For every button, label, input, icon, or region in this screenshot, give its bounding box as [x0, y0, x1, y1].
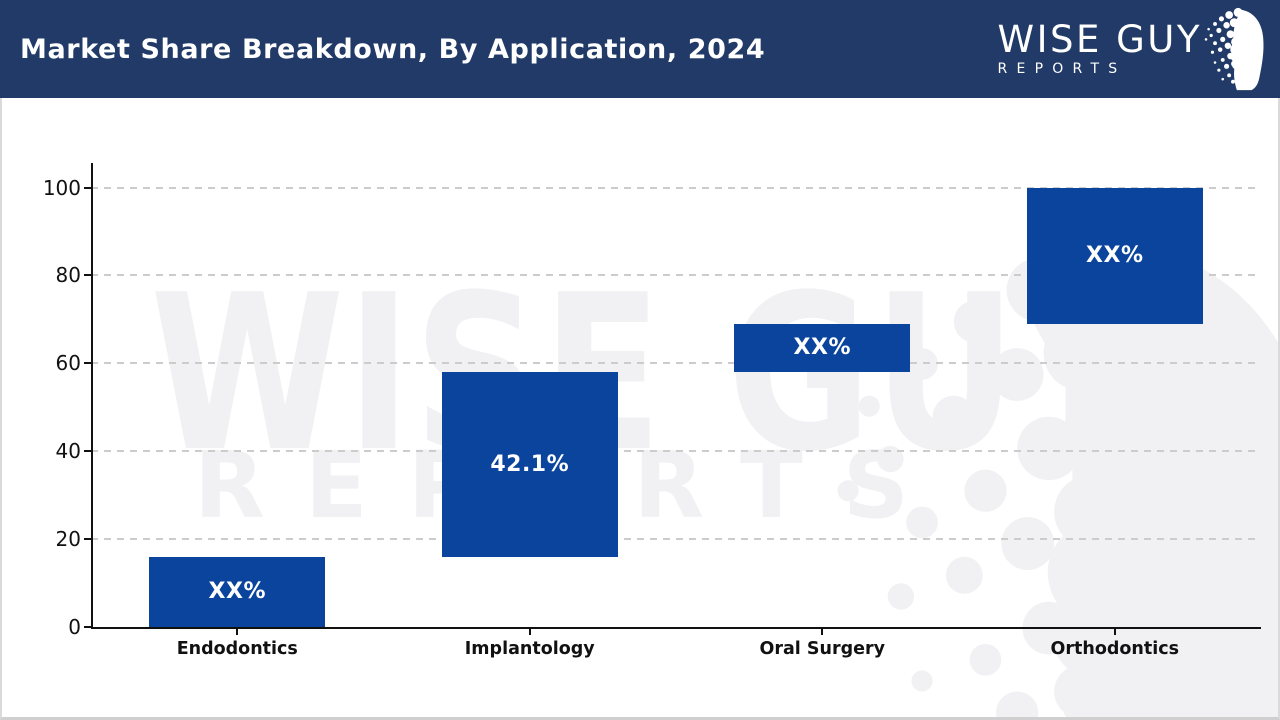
chart-canvas: WISE GUY REPORTS 020406080100XX%Endodont…: [0, 98, 1280, 720]
brand-logo: WISE GUY REPORTS: [998, 4, 1270, 94]
y-tick-label-20: 20: [55, 527, 81, 552]
x-tick-0: [236, 629, 239, 635]
y-tick-label-80: 80: [55, 263, 81, 288]
y-tick-label-100: 100: [42, 175, 81, 200]
y-tick-80: [84, 274, 91, 277]
bar-oral-surgery: XX%: [734, 323, 911, 372]
x-tick-label-1: Implantology: [464, 639, 595, 659]
gridline-20: [91, 538, 1261, 541]
y-tick-label-40: 40: [55, 439, 81, 464]
x-tick-1: [528, 629, 531, 635]
x-tick-label-2: Oral Surgery: [759, 639, 886, 659]
y-tick-20: [84, 538, 91, 541]
bar-orthodontics: XX%: [1026, 187, 1203, 324]
bar-value-label: XX%: [1086, 243, 1144, 269]
bar-value-label: XX%: [793, 335, 851, 361]
y-tick-label-60: 60: [55, 351, 81, 376]
bar-value-label: 42.1%: [490, 451, 570, 477]
x-tick-label-0: Endodontics: [176, 639, 298, 659]
bar-endodontics: XX%: [149, 556, 326, 627]
x-tick-2: [821, 629, 824, 635]
brand-logo-text: WISE GUY REPORTS: [997, 18, 1202, 77]
gridline-60: [91, 362, 1261, 365]
logo-face-icon: [1204, 7, 1264, 91]
logo-tagline: REPORTS: [997, 60, 1127, 77]
page-title: Market Share Breakdown, By Application, …: [20, 33, 766, 65]
bar-implantology: 42.1%: [441, 371, 618, 557]
bar-value-label: XX%: [208, 579, 266, 605]
y-tick-0: [84, 626, 91, 628]
x-tick-label-3: Orthodontics: [1050, 639, 1179, 659]
y-tick-40: [84, 450, 91, 453]
y-tick-100: [84, 186, 91, 189]
y-tick-60: [84, 362, 91, 365]
gridline-40: [91, 450, 1261, 453]
x-axis-spine: [91, 627, 1261, 629]
y-tick-label-0: 0: [68, 615, 81, 639]
watermark-wordmark: WISE GUY: [150, 248, 1148, 499]
gridline-80: [91, 274, 1261, 277]
logo-wordmark: WISE GUY: [997, 18, 1202, 62]
header-bar: Market Share Breakdown, By Application, …: [0, 0, 1280, 98]
gridline-100: [91, 186, 1261, 189]
y-axis-spine: [91, 163, 93, 629]
x-tick-3: [1113, 629, 1116, 635]
